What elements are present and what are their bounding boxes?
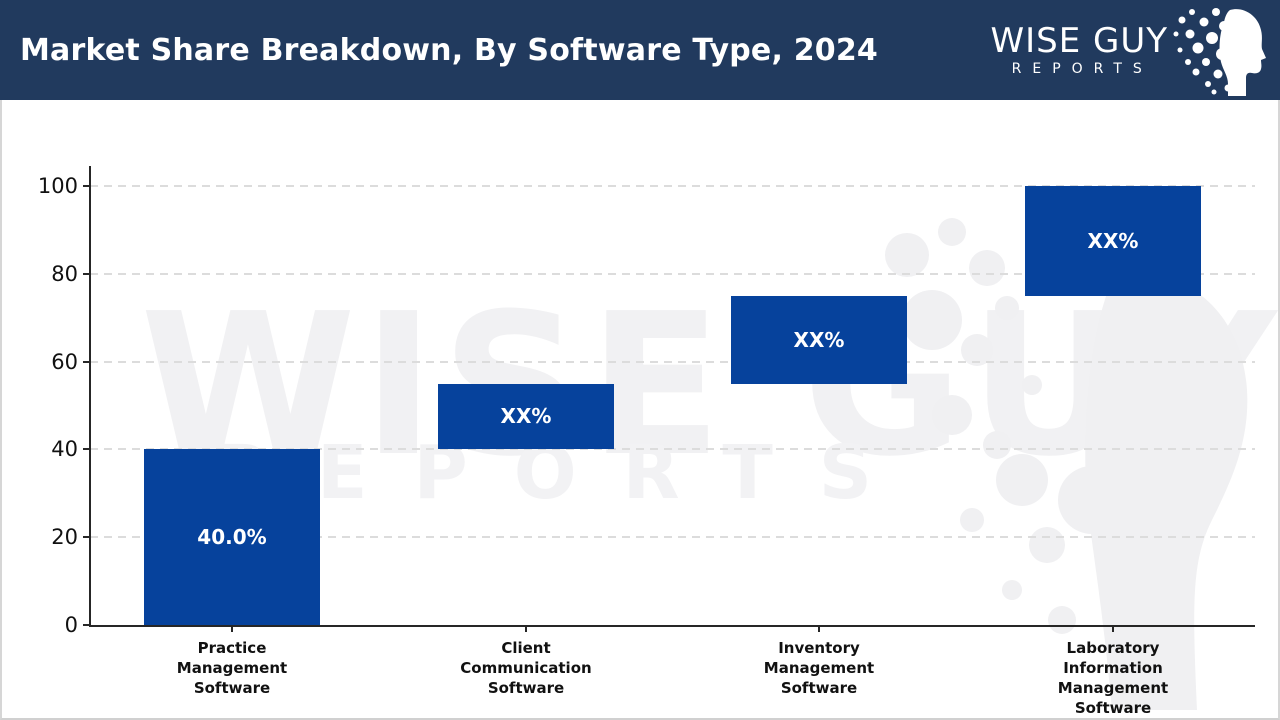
logo-wordmark-text: WISE GUY (990, 21, 1168, 61)
gridline-100 (90, 185, 1255, 187)
y-tick-label: 80 (51, 261, 78, 286)
gridline-20 (90, 536, 1255, 539)
watermark-head-graphic (885, 218, 1248, 710)
x-tick-mark (818, 625, 820, 632)
y-tick-mark (83, 272, 89, 275)
y-tick-mark (83, 185, 89, 187)
logo-wordmark-subtext: REPORTS (1011, 61, 1153, 77)
y-tick-label: 60 (51, 349, 78, 374)
header-bar: Market Share Breakdown, By Software Type… (0, 0, 1280, 100)
y-tick-label: 40 (51, 437, 78, 462)
bar-1: XX% (438, 383, 614, 450)
bar-value-label: 40.0% (197, 525, 267, 550)
bar-value-label: XX% (793, 327, 845, 352)
x-axis-label: Client Communication Software (460, 639, 592, 697)
x-axis-label: Practice Management Software (176, 639, 288, 697)
x-tick-mark (1112, 625, 1114, 632)
wise-guy-logo: WISE GUY REPORTS (990, 4, 1266, 96)
bar-0: 40.0% (144, 449, 320, 625)
bar-3: XX% (1025, 186, 1201, 296)
x-axis-line (90, 625, 1255, 627)
y-tick-label: 20 (51, 525, 78, 550)
logo-face-icon (1173, 8, 1266, 96)
page-title: Market Share Breakdown, By Software Type… (20, 32, 879, 68)
y-tick-mark (83, 536, 89, 539)
bar-value-label: XX% (1087, 228, 1139, 253)
y-tick-label: 0 (64, 613, 78, 637)
x-axis-label: Inventory Management Software (763, 639, 875, 697)
y-axis-line (89, 166, 91, 627)
x-tick-mark (231, 625, 233, 632)
gridline-80 (90, 272, 1255, 275)
bar-2: XX% (731, 295, 907, 384)
x-axis-label: Laboratory Information Management Software (1057, 639, 1169, 717)
bar-value-label: XX% (500, 404, 552, 429)
chart-canvas: WISE GUY REPORTS 0 20 40 60 80 100 40.0% Practi… (0, 100, 1280, 720)
y-tick-mark (83, 624, 89, 626)
gridline-40 (90, 448, 1255, 451)
y-tick-label: 100 (37, 174, 78, 198)
y-tick-mark (83, 360, 89, 363)
logo-wordmark: WISE GUY REPORTS (990, 23, 1168, 77)
x-tick-mark (525, 625, 527, 632)
y-tick-mark (83, 448, 89, 451)
gridline-60 (90, 360, 1255, 363)
